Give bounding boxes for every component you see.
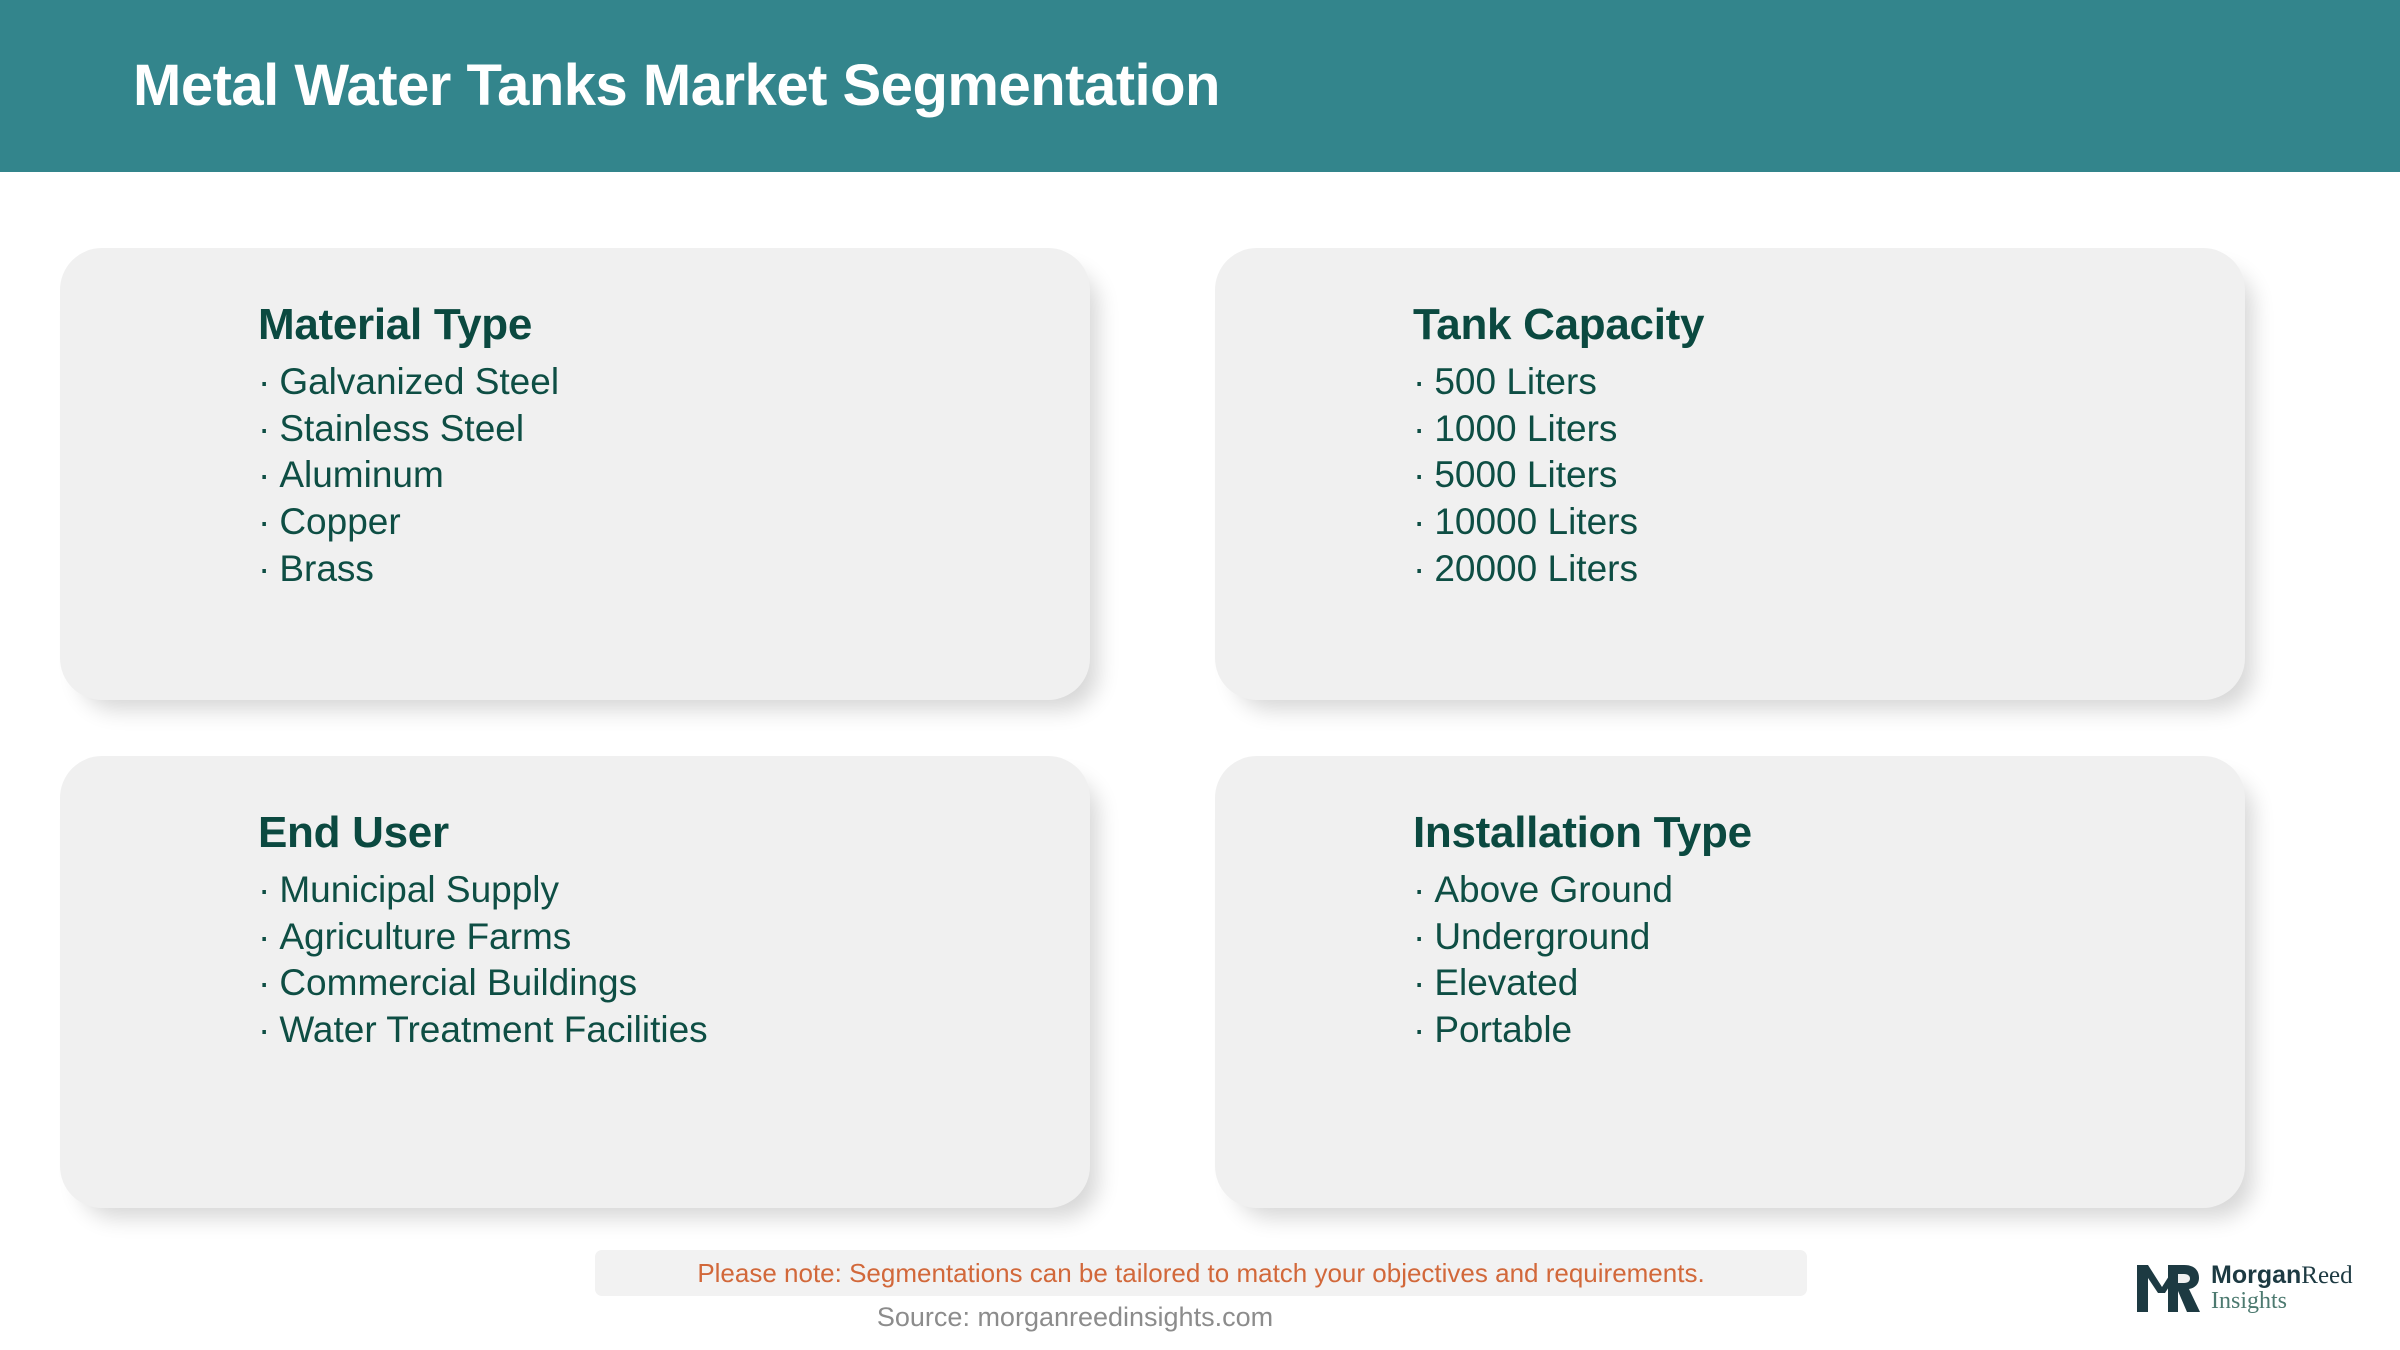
segmentation-card-material-type: Material Type · Galvanized Steel · Stain…	[60, 248, 1090, 700]
list-item: · Water Treatment Facilities	[258, 1007, 1050, 1054]
bullet-icon: ·	[258, 1009, 271, 1051]
list-item-label: Brass	[279, 547, 374, 589]
card-content: Tank Capacity · 500 Liters · 1000 Liters…	[1413, 300, 2205, 592]
card-item-list: · Galvanized Steel · Stainless Steel · A…	[258, 359, 1050, 592]
list-item: · Galvanized Steel	[258, 359, 1050, 406]
list-item-label: Underground	[1434, 915, 1651, 957]
list-item: · 1000 Liters	[1413, 406, 2205, 453]
bullet-icon: ·	[258, 501, 271, 543]
bullet-icon: ·	[258, 454, 271, 496]
list-item-label: 5000 Liters	[1434, 454, 1618, 496]
card-content: Material Type · Galvanized Steel · Stain…	[258, 300, 1050, 592]
list-item: · 20000 Liters	[1413, 546, 2205, 593]
bullet-icon: ·	[258, 915, 271, 957]
bullet-icon: ·	[1413, 962, 1426, 1004]
bullet-icon: ·	[1413, 454, 1426, 496]
list-item: · Copper	[258, 499, 1050, 546]
bullet-icon: ·	[258, 962, 271, 1004]
list-item-label: Commercial Buildings	[279, 962, 638, 1004]
card-item-list: · Above Ground · Underground · Elevated …	[1413, 867, 2205, 1053]
bullet-icon: ·	[258, 547, 271, 589]
list-item-label: Elevated	[1434, 962, 1579, 1004]
card-content: Installation Type · Above Ground · Under…	[1413, 808, 2205, 1054]
list-item-label: 500 Liters	[1434, 361, 1597, 403]
list-item: · Above Ground	[1413, 867, 2205, 914]
list-item: · Brass	[258, 546, 1050, 593]
segmentation-card-installation-type: Installation Type · Above Ground · Under…	[1215, 756, 2245, 1208]
bullet-icon: ·	[258, 361, 271, 403]
bullet-icon: ·	[1413, 915, 1426, 957]
list-item-label: 20000 Liters	[1434, 547, 1638, 589]
source-attribution-text: Source: morganreedinsights.com	[876, 1302, 1274, 1332]
logo-wordmark: MorganReed Insights	[2211, 1261, 2353, 1314]
card-item-list: · Municipal Supply · Agriculture Farms ·…	[258, 867, 1050, 1053]
list-item: · Stainless Steel	[258, 406, 1050, 453]
segmentation-card-tank-capacity: Tank Capacity · 500 Liters · 1000 Liters…	[1215, 248, 2245, 700]
list-item-label: 1000 Liters	[1434, 407, 1618, 449]
page-title: Metal Water Tanks Market Segmentation	[133, 53, 1220, 118]
mr-monogram-icon	[2137, 1265, 2200, 1312]
list-item: · Agriculture Farms	[258, 914, 1050, 961]
tailoring-note-text: Please note: Segmentations can be tailor…	[697, 1257, 1705, 1288]
card-heading: Tank Capacity	[1413, 300, 1705, 349]
bullet-icon: ·	[1413, 407, 1426, 449]
list-item: · 500 Liters	[1413, 359, 2205, 406]
list-item-label: 10000 Liters	[1434, 501, 1638, 543]
bullet-icon: ·	[258, 407, 271, 449]
source-attribution: Source: morganreedinsights.com	[0, 1302, 2400, 1333]
card-heading: Installation Type	[1413, 808, 1752, 857]
bullet-icon: ·	[1413, 547, 1426, 589]
bullet-icon: ·	[1413, 361, 1426, 403]
list-item-label: Above Ground	[1434, 869, 1673, 911]
list-item-label: Galvanized Steel	[279, 361, 560, 403]
list-item: · Portable	[1413, 1007, 2205, 1054]
list-item-label: Copper	[279, 501, 401, 543]
bullet-icon: ·	[258, 869, 271, 911]
morganreed-insights-logo: MorganReed Insights	[2135, 1262, 2353, 1314]
logo-name-line: MorganReed	[2211, 1261, 2353, 1290]
card-content: End User · Municipal Supply · Agricultur…	[258, 808, 1050, 1054]
tailoring-note-box: Please note: Segmentations can be tailor…	[595, 1250, 1807, 1296]
bullet-icon: ·	[1413, 869, 1426, 911]
list-item-label: Municipal Supply	[279, 869, 560, 911]
list-item: · Aluminum	[258, 452, 1050, 499]
card-heading: End User	[258, 808, 449, 857]
bullet-icon: ·	[1413, 501, 1426, 543]
list-item-label: Water Treatment Facilities	[279, 1009, 708, 1051]
bullet-icon: ·	[1413, 1009, 1426, 1051]
card-item-list: · 500 Liters · 1000 Liters · 5000 Liters…	[1413, 359, 2205, 592]
logo-tagline: Insights	[2211, 1287, 2288, 1314]
list-item: · Elevated	[1413, 960, 2205, 1007]
list-item: · 5000 Liters	[1413, 452, 2205, 499]
list-item-label: Aluminum	[279, 454, 444, 496]
logo-name-regular: Reed	[2301, 1262, 2353, 1290]
header-band: Metal Water Tanks Market Segmentation	[0, 0, 2400, 172]
list-item: · 10000 Liters	[1413, 499, 2205, 546]
segmentation-card-grid: Material Type · Galvanized Steel · Stain…	[60, 248, 2245, 1208]
list-item: · Underground	[1413, 914, 2205, 961]
list-item-label: Portable	[1434, 1009, 1573, 1051]
list-item: · Commercial Buildings	[258, 960, 1050, 1007]
card-heading: Material Type	[258, 300, 533, 349]
list-item: · Municipal Supply	[258, 867, 1050, 914]
logo-name-bold: Morgan	[2211, 1261, 2302, 1290]
segmentation-card-end-user: End User · Municipal Supply · Agricultur…	[60, 756, 1090, 1208]
list-item-label: Agriculture Farms	[279, 915, 572, 957]
list-item-label: Stainless Steel	[279, 407, 525, 449]
